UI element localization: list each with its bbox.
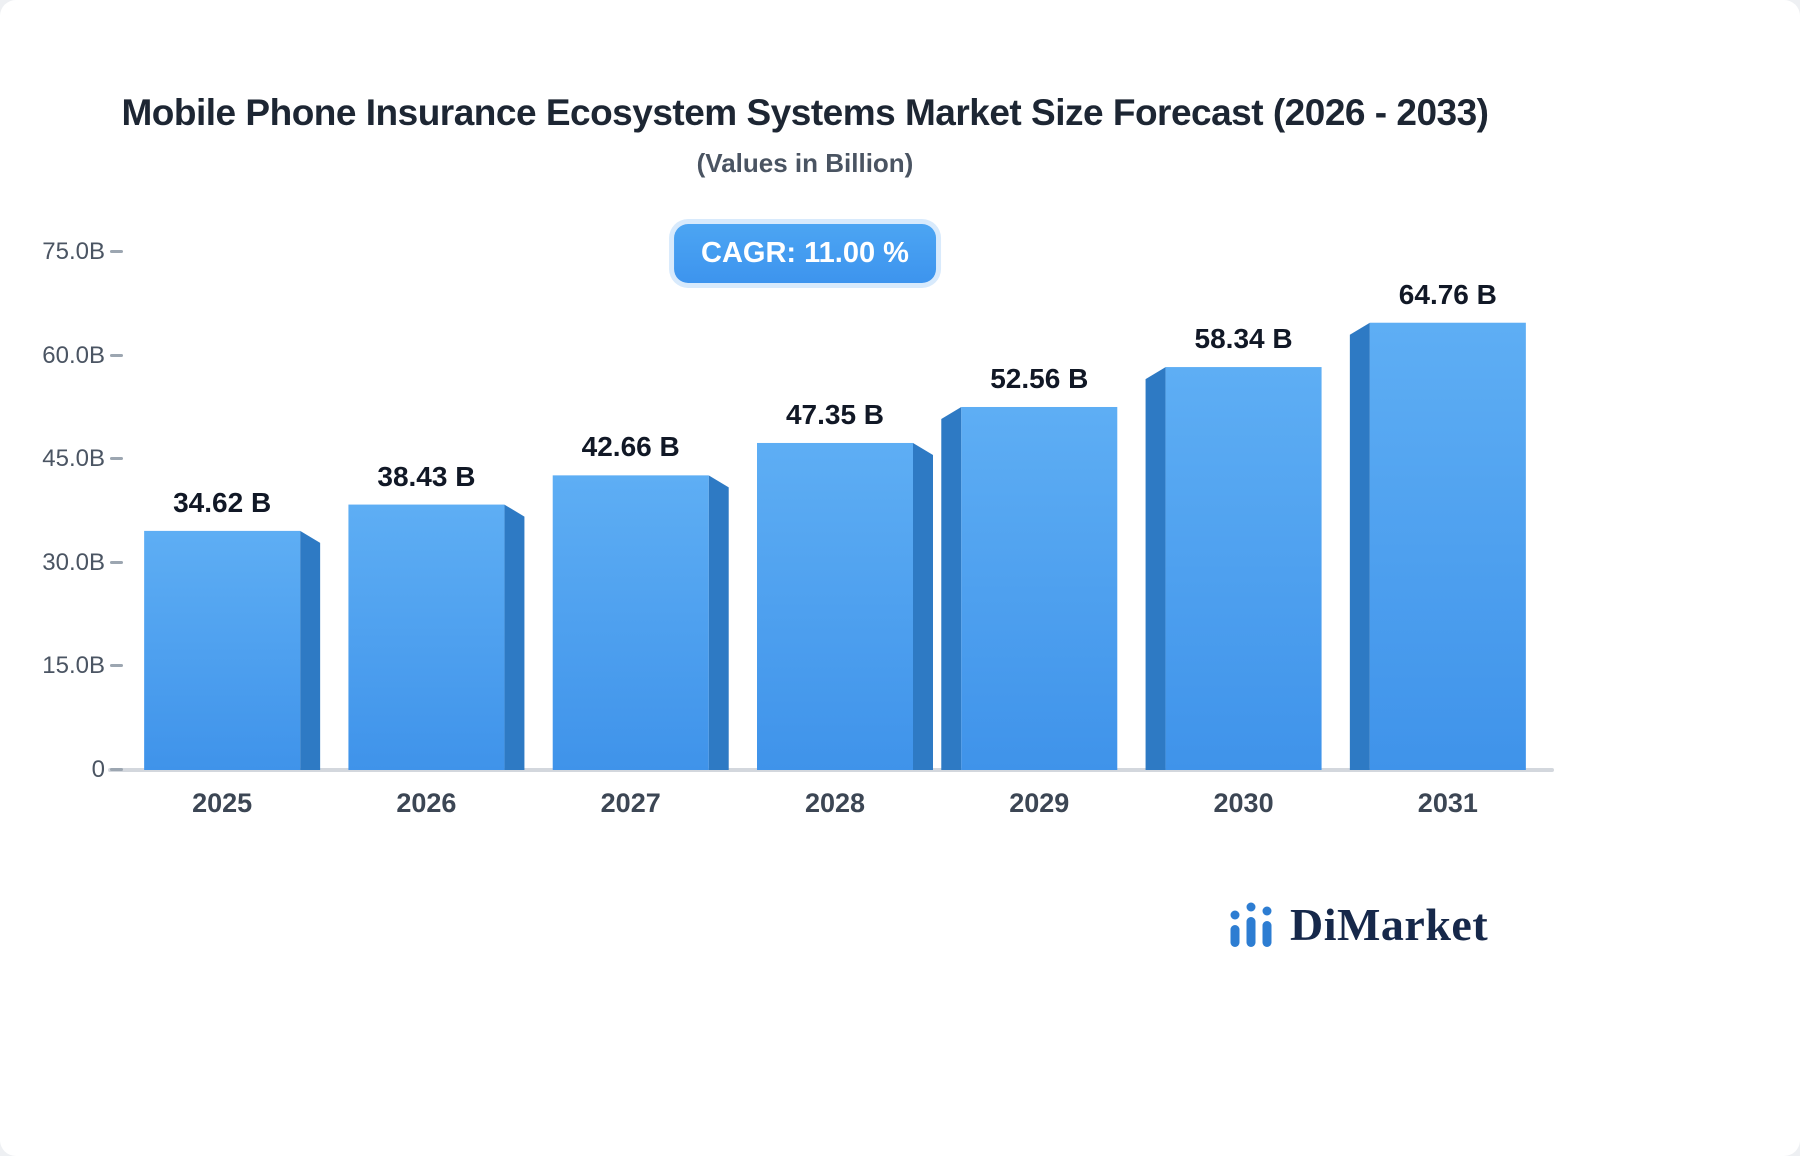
y-axis-tick-label: 30.0B [42,548,105,576]
x-axis-label: 2028 [804,788,866,818]
bar-value-label: 52.56 B [990,362,1089,394]
bar [348,504,505,770]
y-axis-tick-label: 75.0B [42,238,105,265]
bar-side-face [504,504,525,770]
bar-side-face [300,530,321,770]
x-axis-label: 2029 [1009,788,1070,818]
x-axis-label: 2025 [192,788,253,818]
bar [757,442,913,770]
bar-value-label: 34.62 B [173,486,272,518]
x-axis-label: 2027 [600,788,661,818]
x-axis-label: 2026 [396,788,457,818]
y-axis-tick-mark [110,560,123,564]
y-axis-tick-label: 0 [91,756,105,783]
bar [1165,367,1322,770]
bar [144,530,301,770]
bar-side-face [1349,322,1370,770]
bar-chart-icon [1225,899,1277,951]
bar-value-label: 64.76 B [1398,278,1497,310]
bar-side-face [708,475,729,770]
bar-side-face [941,406,962,770]
x-axis-label: 2031 [1417,788,1478,818]
bars-canvas [144,322,1526,770]
y-axis-tick-label: 45.0B [42,445,105,473]
chart-subtitle: (Values in Billion) [696,148,914,178]
cagr-badge: CAGR: 11.00 % [674,224,936,283]
y-axis-tick-label: 60.0B [42,341,105,369]
y-axis-tick-mark [110,353,123,357]
y-axis-tick-mark [110,250,123,253]
bar-value-label: 58.34 B [1194,323,1293,355]
y-axis-tick-label: 15.0B [42,652,105,680]
y-axis-tick-mark [110,664,123,668]
dimarket-logo-text: DiMarket [1290,899,1489,950]
y-axis-tick-mark [110,768,123,771]
bar [961,406,1118,770]
chart-region: 0 15.0B 30.0B 45.0B 60.0B 75.0B 34.62 B 2025 38.… [20,230,1580,870]
bar-value-label: 47.35 B [785,398,885,430]
dimarket-logo: DiMarket [1225,898,1488,951]
bar [552,475,709,770]
y-axis-tick-mark [110,457,123,461]
bar-side-face [1145,367,1166,770]
x-axis-label: 2030 [1213,788,1274,818]
bar [1369,322,1526,770]
bar-side-face [913,442,933,770]
bar-value-label: 42.66 B [581,431,680,463]
bar-value-label: 38.43 B [377,460,476,492]
chart-title: Mobile Phone Insurance Ecosystem Systems… [121,92,1489,133]
